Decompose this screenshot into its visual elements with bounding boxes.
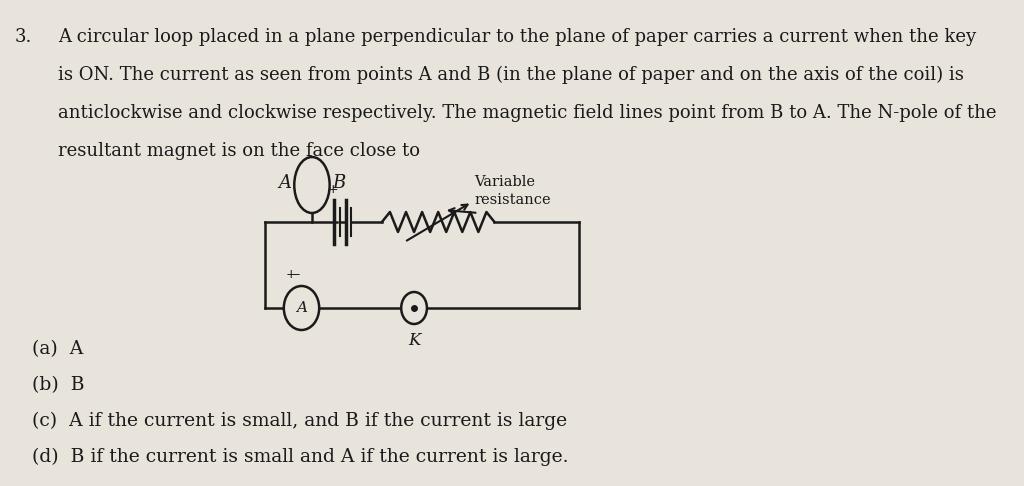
Text: 3.: 3.: [14, 28, 32, 46]
Text: resultant magnet is on the face close to: resultant magnet is on the face close to: [58, 142, 420, 160]
Text: B: B: [332, 174, 345, 192]
Text: A: A: [296, 301, 307, 315]
Text: (d)  B if the current is small and A if the current is large.: (d) B if the current is small and A if t…: [32, 448, 568, 466]
Text: A circular loop placed in a plane perpendicular to the plane of paper carries a : A circular loop placed in a plane perpen…: [58, 28, 976, 46]
Text: –: –: [294, 268, 300, 281]
Text: (a)  A: (a) A: [32, 340, 83, 358]
Text: +: +: [286, 268, 296, 281]
Circle shape: [284, 286, 319, 330]
Text: A: A: [279, 174, 291, 192]
Text: (c)  A if the current is small, and B if the current is large: (c) A if the current is small, and B if …: [32, 412, 567, 430]
Text: +: +: [328, 183, 338, 196]
Text: Variable
resistance: Variable resistance: [474, 175, 551, 208]
Text: anticlockwise and clockwise respectively. The magnetic field lines point from B : anticlockwise and clockwise respectively…: [58, 104, 996, 122]
Text: is ON. The current as seen from points A and B (in the plane of paper and on the: is ON. The current as seen from points A…: [58, 66, 964, 84]
Text: K: K: [408, 332, 420, 349]
Text: (b)  B: (b) B: [32, 376, 85, 394]
Circle shape: [401, 292, 427, 324]
